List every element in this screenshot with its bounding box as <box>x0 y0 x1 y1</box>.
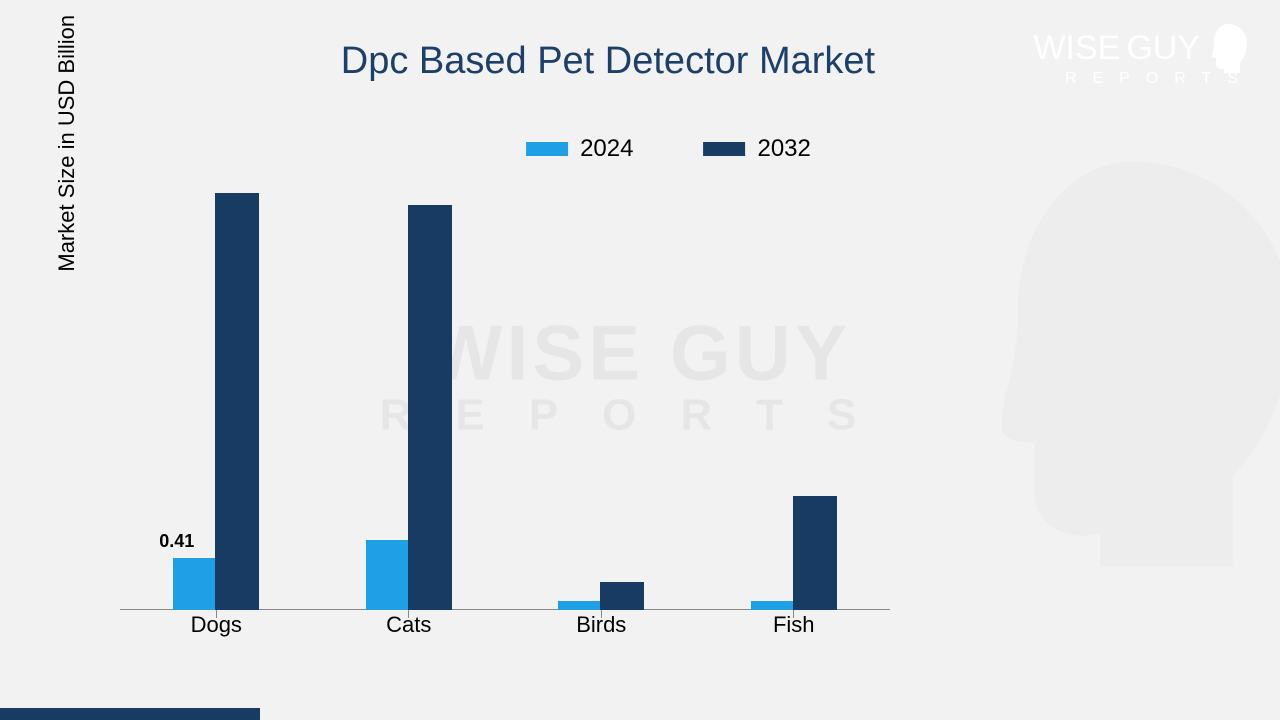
legend-item-2024: 2024 <box>526 135 633 163</box>
bar-2024 <box>366 540 410 610</box>
brand-logo: WISE GUY REPORTS <box>1033 22 1254 88</box>
legend-swatch-2024 <box>526 142 568 156</box>
legend-swatch-2032 <box>703 142 745 156</box>
chart-title: Dpc Based Pet Detector Market <box>341 40 875 83</box>
x-tick <box>601 610 602 618</box>
x-ticks <box>120 610 890 618</box>
legend-label-2024: 2024 <box>580 135 633 163</box>
bar-group: Birds <box>558 180 644 610</box>
chart-canvas: WISE GUY REPORTS Dpc Based Pet Detector … <box>0 0 1280 720</box>
right-brand-panel <box>960 0 1280 720</box>
bar-2032 <box>600 582 644 610</box>
bar-2024 <box>558 601 602 610</box>
bar-2024 <box>751 601 795 610</box>
bar-value-label: 0.41 <box>159 531 194 552</box>
logo-word-guy: GUY <box>1126 29 1200 68</box>
logo-line2: REPORTS <box>1033 70 1254 88</box>
bar-2032 <box>408 205 452 610</box>
y-axis-label: Market Size in USD Billion <box>54 15 80 272</box>
bar-2032 <box>793 496 837 610</box>
bar-pair <box>558 180 644 610</box>
legend-item-2032: 2032 <box>703 135 810 163</box>
bar-group: Cats <box>366 180 452 610</box>
bottom-accent-bar <box>0 708 260 720</box>
logo-line1: WISE GUY <box>1033 22 1254 74</box>
bar-pair <box>366 180 452 610</box>
legend-label-2032: 2032 <box>757 135 810 163</box>
bar-pair <box>751 180 837 610</box>
bar-groups: 0.41Dogs Cats Birds Fish <box>120 180 890 610</box>
x-tick <box>793 610 794 618</box>
logo-word-wise: WISE <box>1033 29 1120 68</box>
bar-group: Fish <box>751 180 837 610</box>
logo-head-icon <box>1206 22 1254 74</box>
x-tick <box>216 610 217 618</box>
x-tick <box>408 610 409 618</box>
plot-area: 0.41Dogs Cats Birds Fish <box>120 180 890 640</box>
legend: 2024 2032 <box>526 135 811 163</box>
bar-2032 <box>215 193 259 610</box>
bar-group: 0.41Dogs <box>173 180 259 610</box>
bar-2024 <box>173 558 217 610</box>
